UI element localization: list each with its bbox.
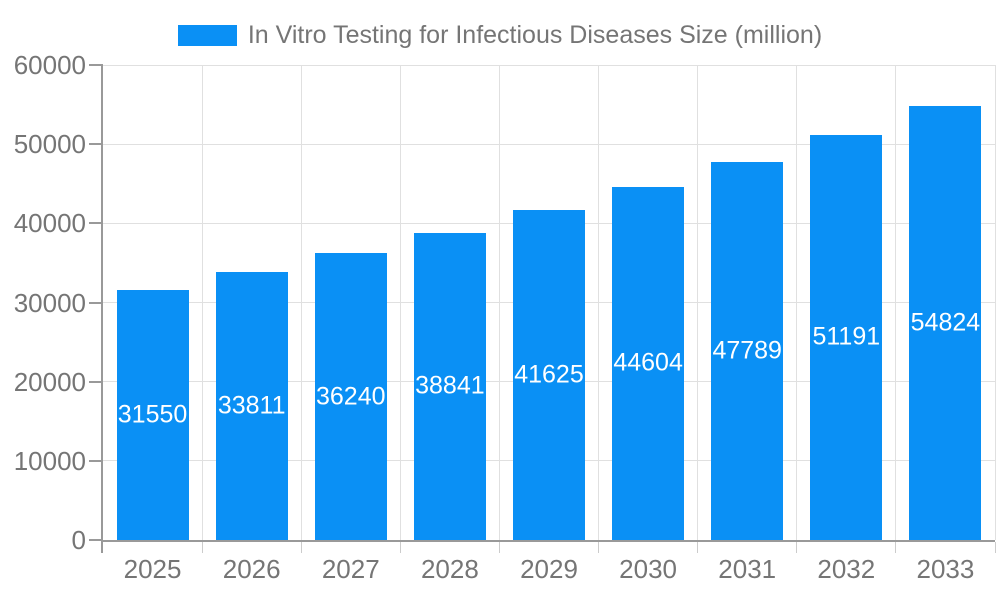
y-axis-line xyxy=(101,65,103,553)
y-tick-label: 20000 xyxy=(13,366,86,397)
bar-2029[interactable]: 41625 xyxy=(512,210,585,540)
x-axis-tick-mark xyxy=(994,542,996,553)
x-axis-tick-mark xyxy=(895,542,897,553)
chart-legend[interactable]: In Vitro Testing for Infectious Diseases… xyxy=(0,21,1000,50)
bar-2032[interactable]: 51191 xyxy=(810,134,883,540)
bar-2027[interactable]: 36240 xyxy=(314,253,387,540)
bar-value-label: 31550 xyxy=(117,400,188,429)
y-tick-label: 0 xyxy=(71,525,86,555)
x-axis-tick-mark xyxy=(300,542,302,553)
bar-value-label: 38841 xyxy=(415,371,485,400)
plot-area: 31550 33811 36240 38841 41625 44604 47789 51191… xyxy=(103,64,996,540)
bar-column-2030: 44604 xyxy=(599,65,698,540)
bar-column-2029: 41625 xyxy=(499,65,598,540)
y-tick-label: 60000 xyxy=(13,50,86,80)
bar-value-label: 44604 xyxy=(613,348,683,377)
bar-2028[interactable]: 38841 xyxy=(413,232,486,540)
bar-2025[interactable]: 31550 xyxy=(116,290,189,540)
gridline-horizontal xyxy=(103,64,995,66)
x-tick-label: 2032 xyxy=(817,554,876,584)
bar-2030[interactable]: 44604 xyxy=(612,186,685,540)
x-axis-tick-mark xyxy=(101,542,103,553)
bar-value-label: 41625 xyxy=(514,360,584,389)
bar-series: 31550 33811 36240 38841 41625 44604 47789 51191… xyxy=(103,65,995,540)
bar-column-2025: 31550 xyxy=(103,65,202,540)
y-axis-tick-mark xyxy=(89,301,103,304)
y-tick-label: 10000 xyxy=(13,445,86,476)
gridline-vertical xyxy=(498,65,500,540)
gridline-vertical xyxy=(895,65,897,540)
x-axis-tick-mark xyxy=(498,542,500,553)
y-tick-label: 50000 xyxy=(13,129,86,160)
x-tick-label: 2030 xyxy=(619,554,678,584)
bar-value-label: 51191 xyxy=(812,322,881,351)
bar-column-2033: 54824 xyxy=(896,65,995,540)
bar-2033[interactable]: 54824 xyxy=(909,105,982,540)
gridline-vertical xyxy=(300,65,302,540)
bar-2026[interactable]: 33811 xyxy=(215,272,288,540)
legend-label: In Vitro Testing for Infectious Diseases… xyxy=(247,21,823,49)
bar-value-label: 33811 xyxy=(217,391,286,420)
bar-column-2028: 38841 xyxy=(400,65,499,540)
y-axis-tick-mark xyxy=(89,539,103,541)
y-tick-label: 30000 xyxy=(13,287,86,318)
x-tick-label: 2031 xyxy=(718,554,777,584)
bar-column-2027: 36240 xyxy=(301,65,400,540)
gridline-vertical xyxy=(994,65,996,540)
bar-column-2031: 47789 xyxy=(698,65,797,540)
bar-column-2032: 51191 xyxy=(797,65,896,540)
y-tick-label: 40000 xyxy=(13,208,86,239)
x-axis-labels: 2025 2026 2027 2028 2029 2030 2031 2032 2033 xyxy=(103,554,995,585)
x-axis-line xyxy=(103,540,995,542)
x-axis-tick-mark xyxy=(399,542,401,553)
gridline-vertical xyxy=(598,65,600,540)
gridline-vertical xyxy=(697,65,699,540)
bar-value-label: 47789 xyxy=(712,336,782,365)
x-axis-tick-mark xyxy=(201,542,203,553)
x-tick-label: 2027 xyxy=(321,554,380,584)
bar-2031[interactable]: 47789 xyxy=(711,161,784,540)
legend-swatch-icon xyxy=(177,25,237,46)
x-tick-label: 2025 xyxy=(123,554,182,584)
y-axis-tick-mark xyxy=(89,380,103,383)
y-axis-tick-mark xyxy=(89,143,103,146)
bar-value-label: 36240 xyxy=(316,382,386,411)
x-tick-label: 2028 xyxy=(420,554,479,584)
x-tick-label: 2029 xyxy=(520,554,578,584)
gridline-vertical xyxy=(796,65,798,540)
y-axis-tick-mark xyxy=(89,64,103,66)
y-axis-tick-mark xyxy=(89,459,103,462)
x-axis-tick-mark xyxy=(796,542,798,553)
x-axis-tick-mark xyxy=(697,542,699,553)
y-axis-tick-mark xyxy=(89,222,103,225)
x-tick-label: 2033 xyxy=(916,554,975,584)
gridline-vertical xyxy=(201,65,203,540)
x-tick-label: 2026 xyxy=(222,554,281,584)
bar-value-label: 54824 xyxy=(910,308,981,337)
gridline-horizontal xyxy=(103,143,995,145)
x-axis-tick-mark xyxy=(598,542,600,553)
gridline-vertical xyxy=(399,65,401,540)
bar-column-2026: 33811 xyxy=(202,65,301,540)
